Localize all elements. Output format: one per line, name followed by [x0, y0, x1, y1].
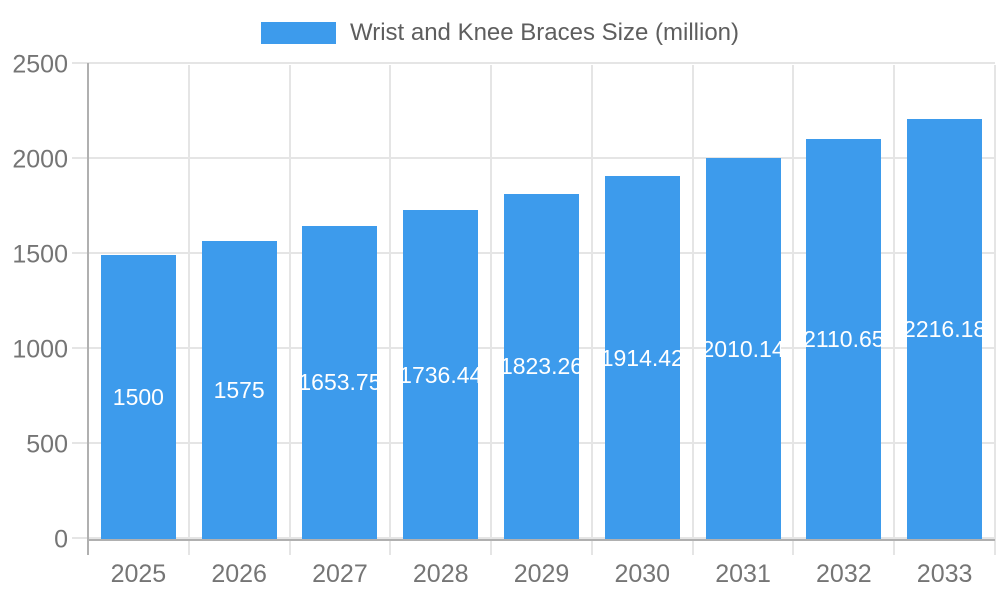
gridline-x-3 [389, 65, 392, 555]
plot-area: 1500 1575 1653.75 1736.44 1823.26 1914.42 2010… [72, 62, 996, 555]
gridline-x-7 [792, 65, 795, 555]
gridline-y-2000 [72, 157, 995, 159]
bar-value-label: 1914.42 [604, 344, 680, 371]
bar-2028[interactable]: 1736.44 [403, 210, 479, 540]
bar-value-label: 1823.26 [504, 353, 579, 380]
x-axis-label-2033: 2033 [916, 560, 973, 588]
y-axis-labels: 0 500 1000 1500 2000 2500 [0, 52, 68, 552]
x-axis-label-2025: 2025 [110, 560, 167, 588]
bar-2032[interactable]: 2110.65 [806, 138, 882, 540]
gridline-x-9 [994, 65, 996, 555]
y-axis-label-1500: 1500 [12, 240, 68, 269]
y-axis-label-2000: 2000 [12, 145, 68, 174]
bar-value-label: 1653.75 [302, 369, 378, 396]
x-axis-label-2026: 2026 [211, 560, 267, 588]
gridline-x-2 [288, 65, 291, 555]
bar-value-label: 2216.18 [907, 315, 983, 342]
x-axis-label-2027: 2027 [312, 560, 368, 588]
bar-value-label: 2010.14 [705, 335, 781, 362]
bar-2030[interactable]: 1914.42 [604, 176, 680, 540]
y-axis-line [87, 63, 89, 555]
chart-legend[interactable]: Wrist and Knee Braces Size (million) [0, 19, 1000, 46]
bar-value-label: 2110.65 [806, 325, 882, 352]
gridline-x-6 [691, 65, 694, 555]
gridline-x-4 [490, 65, 493, 555]
bar-2025[interactable]: 1500 [100, 255, 176, 540]
y-axis-label-0: 0 [54, 525, 68, 554]
x-axis-label-2030: 2030 [614, 560, 671, 588]
y-axis-label-1000: 1000 [12, 335, 68, 364]
gridline-x-1 [187, 65, 190, 555]
bar-value-label: 1500 [112, 384, 164, 410]
x-axis-label-2031: 2031 [715, 560, 771, 588]
bar-2029[interactable]: 1823.26 [504, 193, 579, 540]
x-axis-label-2032: 2032 [816, 560, 872, 588]
bar-2031[interactable]: 2010.14 [705, 158, 781, 540]
bar-2026[interactable]: 1575 [201, 240, 277, 540]
y-axis-label-500: 500 [26, 430, 68, 459]
x-axis-label-2028: 2028 [412, 560, 469, 588]
bar-2033[interactable]: 2216.18 [907, 118, 983, 540]
bar-value-label: 1575 [213, 376, 265, 403]
legend-swatch-icon [260, 22, 336, 44]
gridline-x-8 [893, 65, 896, 555]
gridline-x-5 [590, 65, 593, 555]
y-axis-label-2500: 2500 [12, 50, 68, 79]
bar-2027[interactable]: 1653.75 [302, 225, 378, 540]
legend-label: Wrist and Knee Braces Size (million) [349, 19, 740, 46]
bar-value-label: 1736.44 [403, 361, 479, 388]
x-axis-line [88, 539, 995, 541]
x-axis-label-2029: 2029 [513, 560, 570, 588]
x-axis-labels: 2025 2026 2027 2028 2029 2030 2031 2032 2033 [88, 562, 995, 592]
gridline-y-2500 [72, 62, 995, 64]
